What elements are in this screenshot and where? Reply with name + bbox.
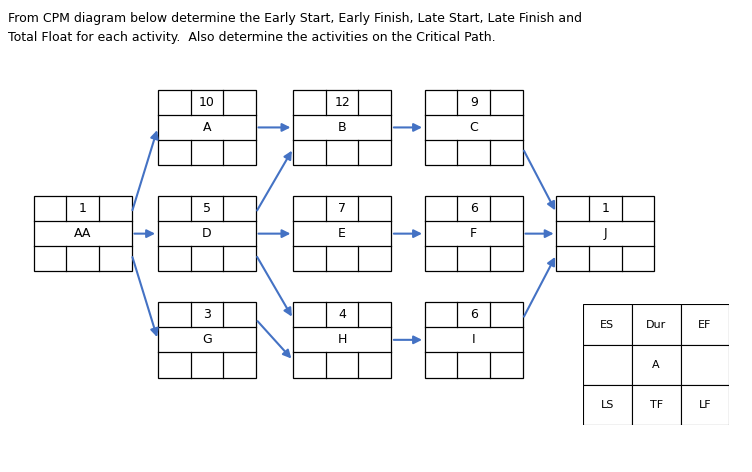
Text: 6: 6: [470, 202, 478, 215]
Text: D: D: [202, 227, 211, 240]
Text: Total Float for each activity.  Also determine the activities on the Critical Pa: Total Float for each activity. Also dete…: [8, 31, 495, 44]
Text: C: C: [469, 121, 478, 134]
Bar: [293, 196, 391, 271]
Bar: [34, 196, 132, 271]
Text: 1: 1: [79, 202, 86, 215]
Text: B: B: [338, 121, 347, 134]
Bar: [425, 90, 523, 165]
Text: TF: TF: [650, 400, 663, 410]
Text: 6: 6: [470, 308, 478, 321]
Bar: [632, 385, 681, 425]
Bar: [425, 196, 523, 271]
Bar: [681, 345, 729, 385]
Text: 4: 4: [338, 308, 346, 321]
Text: 10: 10: [199, 96, 215, 109]
Bar: [681, 385, 729, 425]
Bar: [583, 304, 632, 345]
Text: 1: 1: [602, 202, 609, 215]
Text: E: E: [338, 227, 346, 240]
Bar: [556, 196, 654, 271]
Text: ES: ES: [600, 320, 614, 329]
Text: J: J: [604, 227, 607, 240]
Text: F: F: [470, 227, 478, 240]
Bar: [632, 304, 681, 345]
Bar: [632, 345, 681, 385]
Text: G: G: [202, 333, 211, 346]
Text: 7: 7: [338, 202, 346, 215]
Bar: [293, 90, 391, 165]
Bar: [158, 302, 256, 378]
Bar: [425, 302, 523, 378]
Bar: [293, 302, 391, 378]
Bar: [583, 345, 632, 385]
Text: 3: 3: [203, 308, 211, 321]
Bar: [158, 196, 256, 271]
Bar: [583, 385, 632, 425]
Text: 9: 9: [470, 96, 478, 109]
Text: EF: EF: [699, 320, 711, 329]
Text: I: I: [472, 333, 475, 346]
Text: AA: AA: [74, 227, 92, 240]
Bar: [158, 90, 256, 165]
Text: A: A: [652, 360, 660, 370]
Text: LS: LS: [601, 400, 614, 410]
Text: Dur: Dur: [646, 320, 666, 329]
Text: 12: 12: [335, 96, 350, 109]
Bar: [681, 304, 729, 345]
Text: From CPM diagram below determine the Early Start, Early Finish, Late Start, Late: From CPM diagram below determine the Ear…: [8, 12, 581, 25]
Text: A: A: [202, 121, 211, 134]
Text: LF: LF: [699, 400, 711, 410]
Text: H: H: [338, 333, 347, 346]
Text: 5: 5: [203, 202, 211, 215]
